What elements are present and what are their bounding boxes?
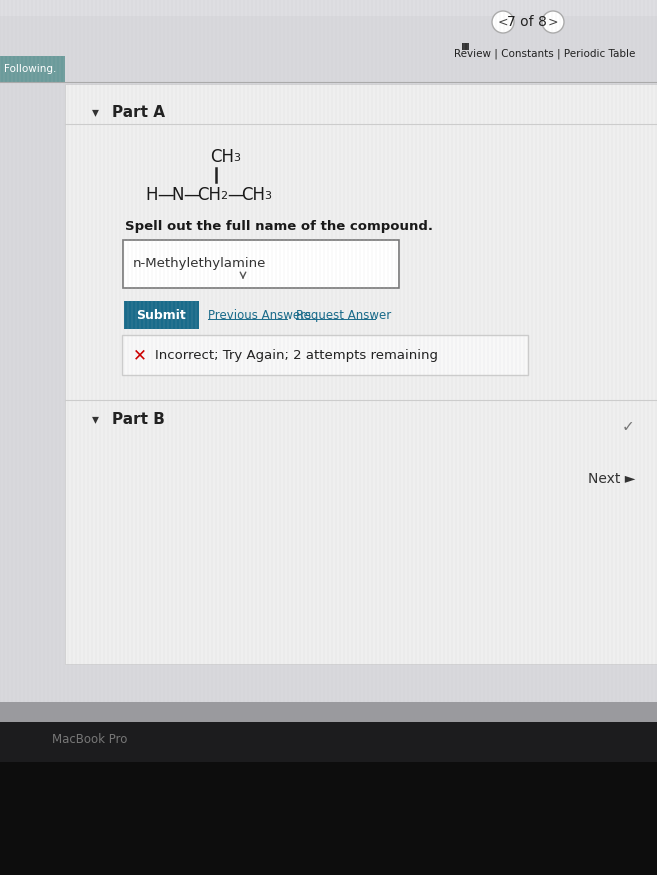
Text: ▾: ▾ xyxy=(92,412,99,426)
FancyBboxPatch shape xyxy=(0,56,65,82)
FancyBboxPatch shape xyxy=(124,301,199,329)
Text: —: — xyxy=(227,186,244,204)
Text: CH: CH xyxy=(241,186,265,204)
FancyBboxPatch shape xyxy=(0,718,657,875)
Text: Submit: Submit xyxy=(136,309,186,321)
Text: CH: CH xyxy=(210,148,234,166)
Text: Part A: Part A xyxy=(112,105,165,120)
FancyBboxPatch shape xyxy=(0,0,657,702)
Text: 3: 3 xyxy=(264,191,271,201)
FancyBboxPatch shape xyxy=(122,335,528,375)
FancyBboxPatch shape xyxy=(0,700,657,722)
Text: Part B: Part B xyxy=(112,412,165,427)
FancyBboxPatch shape xyxy=(0,762,657,875)
Text: CH: CH xyxy=(197,186,221,204)
Circle shape xyxy=(542,11,564,33)
Text: ✕: ✕ xyxy=(133,346,147,364)
Text: H: H xyxy=(145,186,158,204)
Text: ✓: ✓ xyxy=(622,419,635,434)
Text: Incorrect; Try Again; 2 attempts remaining: Incorrect; Try Again; 2 attempts remaini… xyxy=(155,348,438,361)
Text: —: — xyxy=(157,186,173,204)
Text: n-Methylethylamine: n-Methylethylamine xyxy=(133,257,266,270)
Text: ▾: ▾ xyxy=(92,105,99,119)
FancyBboxPatch shape xyxy=(0,0,657,16)
Text: Spell out the full name of the compound.: Spell out the full name of the compound. xyxy=(125,220,433,233)
Text: 2: 2 xyxy=(220,191,227,201)
Text: Review | Constants | Periodic Table: Review | Constants | Periodic Table xyxy=(453,48,635,59)
Text: 3: 3 xyxy=(233,153,240,163)
Text: —: — xyxy=(183,186,200,204)
Circle shape xyxy=(492,11,514,33)
Text: Request Answer: Request Answer xyxy=(296,309,392,321)
Text: 7 of 8: 7 of 8 xyxy=(507,15,547,29)
Text: N: N xyxy=(171,186,183,204)
Bar xyxy=(462,43,469,50)
Text: MacBook Pro: MacBook Pro xyxy=(52,733,127,746)
Text: <: < xyxy=(498,16,509,29)
FancyBboxPatch shape xyxy=(65,84,657,664)
FancyBboxPatch shape xyxy=(123,240,399,288)
Text: Following.: Following. xyxy=(4,64,57,74)
Text: Next ►: Next ► xyxy=(587,472,635,486)
Text: >: > xyxy=(548,16,558,29)
Text: Previous Answers: Previous Answers xyxy=(208,309,311,321)
